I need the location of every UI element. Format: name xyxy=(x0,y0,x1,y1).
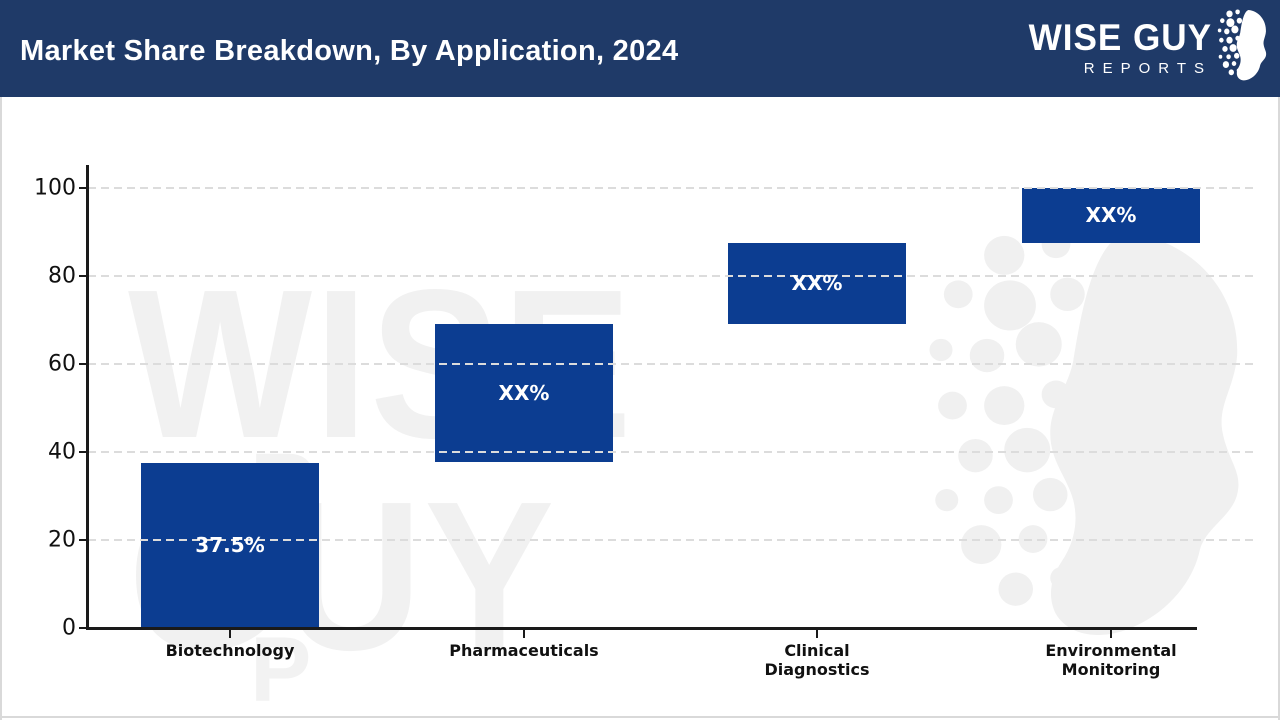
frame-border-bottom xyxy=(0,716,1280,718)
frame-border-right xyxy=(1278,0,1280,720)
chart-title: Market Share Breakdown, By Application, … xyxy=(20,35,679,67)
gridline-60 xyxy=(88,362,1258,365)
bar-value-label: XX% xyxy=(791,271,843,296)
gridline-100 xyxy=(88,186,1258,189)
waterfall-bar-3 xyxy=(728,242,906,324)
y-tick xyxy=(79,626,86,629)
wise-guy-logo: WISE GUY REPORTS xyxy=(1019,8,1270,86)
y-tick xyxy=(79,274,86,277)
y-tick-label: 40 xyxy=(48,439,76,464)
x-category-label: Pharmaceuticals xyxy=(449,641,599,660)
bar-value-label: XX% xyxy=(498,381,550,406)
report-header: Market Share Breakdown, By Application, … xyxy=(0,0,1280,97)
x-tick xyxy=(1110,630,1112,638)
watermark-head-icon xyxy=(929,230,1239,635)
x-tick xyxy=(229,630,231,638)
wise-guy-head-icon xyxy=(1217,9,1267,81)
frame-border-left xyxy=(0,0,2,720)
bar-value-label: 37.5% xyxy=(195,533,265,557)
y-tick-label: 60 xyxy=(48,351,76,376)
waterfall-bar-1 xyxy=(141,462,319,628)
gridline-20 xyxy=(88,538,1258,541)
y-tick-label: 20 xyxy=(48,527,76,552)
x-axis-spine xyxy=(86,627,1197,630)
y-tick xyxy=(79,186,86,189)
waterfall-bar-2 xyxy=(435,323,613,463)
y-axis-spine xyxy=(86,165,89,630)
y-tick-label: 100 xyxy=(34,175,76,200)
y-tick-label: 80 xyxy=(48,263,76,288)
x-tick xyxy=(816,630,818,638)
y-tick-label: 0 xyxy=(62,615,76,640)
x-tick xyxy=(523,630,525,638)
gridline-80 xyxy=(88,274,1258,277)
gridline-40 xyxy=(88,450,1258,453)
x-category-label: Clinical Diagnostics xyxy=(764,641,870,679)
logo-wordmark: WISE GUY xyxy=(1028,17,1212,58)
x-category-label: Environmental Monitoring xyxy=(1045,641,1177,679)
logo-subtext: REPORTS xyxy=(1083,60,1212,77)
x-category-label: Biotechnology xyxy=(165,641,295,660)
y-tick xyxy=(79,362,86,365)
bar-value-label: XX% xyxy=(1085,203,1137,227)
logo-text: WISE GUY REPORTS xyxy=(1019,17,1212,77)
y-tick xyxy=(79,450,86,453)
y-tick xyxy=(79,538,86,541)
